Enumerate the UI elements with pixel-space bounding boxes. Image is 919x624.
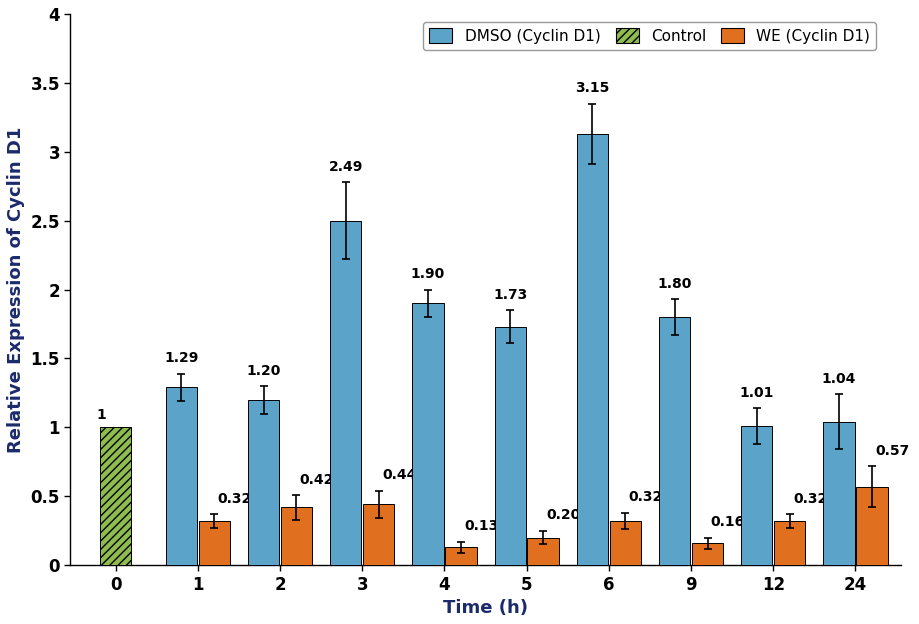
Bar — [494, 327, 526, 565]
Text: 1.01: 1.01 — [739, 386, 773, 400]
Bar — [280, 507, 312, 565]
Bar — [165, 388, 197, 565]
Text: 0.42: 0.42 — [300, 472, 334, 487]
Text: 1.20: 1.20 — [246, 364, 280, 378]
Bar — [823, 422, 854, 565]
Text: 0.32: 0.32 — [628, 490, 662, 504]
Text: 1.04: 1.04 — [821, 372, 856, 386]
Bar — [412, 303, 443, 565]
Text: 0.13: 0.13 — [464, 519, 498, 534]
Bar — [856, 487, 887, 565]
Bar — [445, 547, 476, 565]
Text: 0.57: 0.57 — [874, 444, 909, 457]
Bar — [248, 400, 278, 565]
Text: 1: 1 — [96, 408, 106, 422]
Text: 1.73: 1.73 — [493, 288, 527, 302]
Text: 0.20: 0.20 — [546, 509, 580, 522]
Text: 1.90: 1.90 — [411, 267, 445, 281]
Text: 1.80: 1.80 — [657, 277, 691, 291]
Bar — [658, 317, 689, 565]
Text: 0.44: 0.44 — [381, 469, 416, 482]
Bar — [773, 521, 804, 565]
Text: 3.15: 3.15 — [574, 81, 609, 95]
Y-axis label: Relative Expression of Cyclin D1: Relative Expression of Cyclin D1 — [7, 126, 25, 452]
Bar — [363, 504, 394, 565]
Bar — [330, 221, 361, 565]
Text: 1.29: 1.29 — [164, 351, 199, 365]
Text: 0.16: 0.16 — [710, 515, 744, 529]
Bar — [741, 426, 772, 565]
Bar — [199, 521, 230, 565]
Bar — [100, 427, 131, 565]
Text: 2.49: 2.49 — [328, 160, 363, 173]
Text: 0.32: 0.32 — [217, 492, 252, 506]
Bar — [576, 134, 607, 565]
Bar — [527, 537, 558, 565]
Text: 0.32: 0.32 — [792, 492, 826, 506]
Legend: DMSO (Cyclin D1), Control, WE (Cyclin D1): DMSO (Cyclin D1), Control, WE (Cyclin D1… — [423, 22, 876, 50]
Bar — [609, 521, 641, 565]
Bar — [691, 543, 722, 565]
X-axis label: Time (h): Time (h) — [443, 599, 528, 617]
